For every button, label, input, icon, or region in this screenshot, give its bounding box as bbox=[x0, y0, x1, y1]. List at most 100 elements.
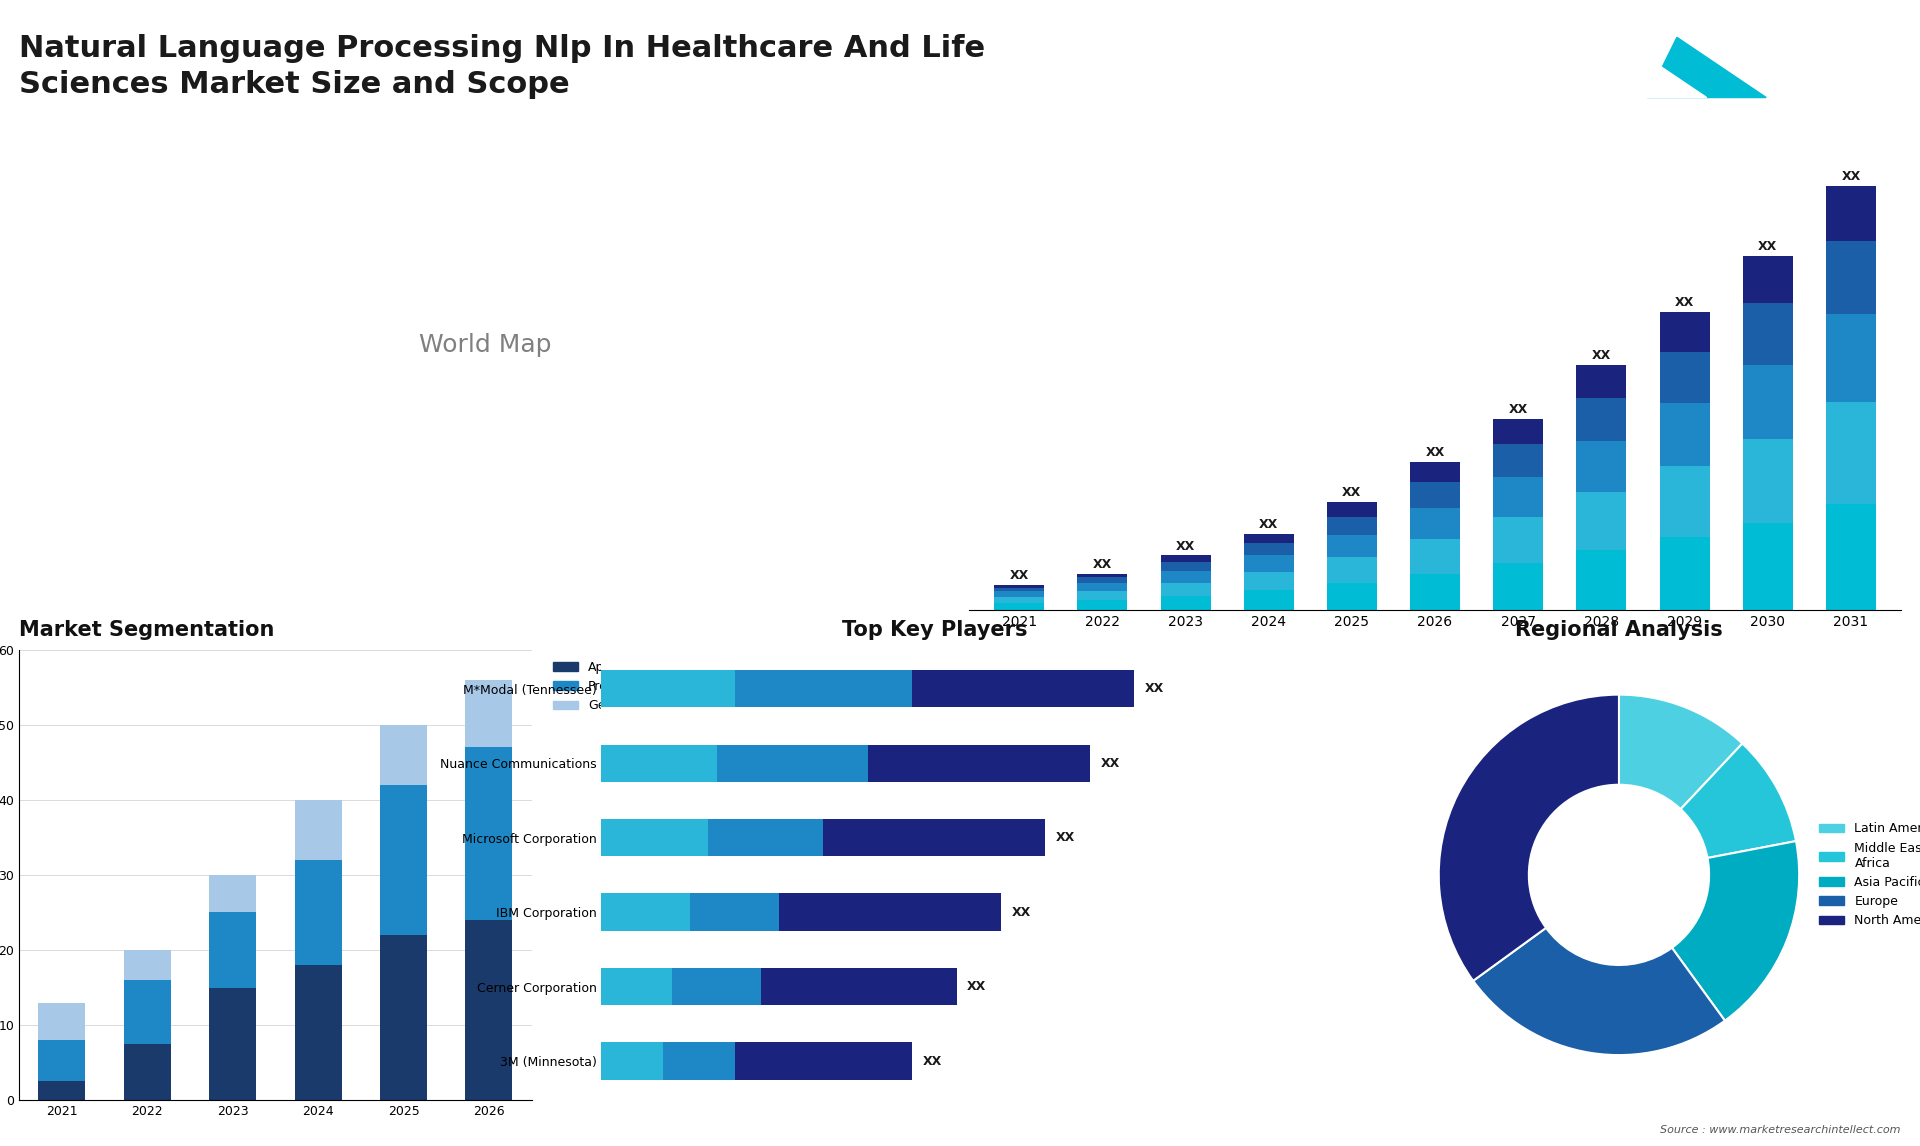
Bar bbox=[1160, 562, 1210, 571]
Wedge shape bbox=[1473, 928, 1724, 1055]
Bar bbox=[601, 894, 1000, 931]
Bar bbox=[1743, 439, 1793, 523]
Wedge shape bbox=[1619, 694, 1741, 809]
Bar bbox=[38, 1082, 84, 1100]
Bar bbox=[1659, 465, 1709, 537]
Text: XX: XX bbox=[1012, 905, 1031, 919]
Text: XX: XX bbox=[1509, 403, 1528, 416]
Bar bbox=[1494, 563, 1544, 611]
Legend: Application, Product, Geography: Application, Product, Geography bbox=[547, 656, 662, 717]
Bar bbox=[1327, 502, 1377, 517]
Text: XX: XX bbox=[1674, 296, 1693, 309]
Bar bbox=[1327, 582, 1377, 611]
Bar bbox=[995, 591, 1044, 597]
Bar bbox=[1826, 241, 1876, 314]
Bar bbox=[209, 912, 255, 988]
Bar bbox=[601, 1043, 912, 1080]
Bar bbox=[1244, 590, 1294, 611]
Bar bbox=[1409, 482, 1459, 508]
Bar bbox=[1826, 187, 1876, 241]
Text: XX: XX bbox=[1425, 446, 1444, 460]
Bar bbox=[1576, 441, 1626, 492]
Bar bbox=[1327, 535, 1377, 557]
Bar bbox=[601, 819, 824, 856]
Bar bbox=[1743, 366, 1793, 439]
Text: Market Segmentation: Market Segmentation bbox=[19, 620, 275, 639]
Bar bbox=[123, 1044, 171, 1100]
Text: World Map: World Map bbox=[419, 333, 551, 358]
Title: Regional Analysis: Regional Analysis bbox=[1515, 620, 1722, 639]
Bar bbox=[1826, 402, 1876, 504]
Bar bbox=[601, 894, 689, 931]
Text: XX: XX bbox=[924, 1054, 943, 1068]
Text: Source : www.marketresearchintellect.com: Source : www.marketresearchintellect.com bbox=[1661, 1124, 1901, 1135]
Bar bbox=[601, 968, 672, 1005]
Bar bbox=[601, 745, 868, 782]
Bar bbox=[380, 724, 426, 785]
Bar bbox=[1743, 256, 1793, 304]
Text: XX: XX bbox=[1342, 486, 1361, 500]
Bar bbox=[601, 894, 780, 931]
Bar bbox=[601, 819, 708, 856]
Bar bbox=[123, 980, 171, 1044]
Bar bbox=[601, 670, 735, 707]
Bar bbox=[1077, 578, 1127, 583]
Bar bbox=[465, 680, 513, 747]
Bar bbox=[601, 1043, 735, 1080]
Bar bbox=[1409, 508, 1459, 539]
Bar bbox=[38, 1041, 84, 1082]
Bar bbox=[209, 988, 255, 1100]
Bar bbox=[1077, 601, 1127, 611]
Bar bbox=[1494, 445, 1544, 477]
Text: XX: XX bbox=[1144, 682, 1164, 696]
Bar bbox=[38, 1003, 84, 1041]
Bar bbox=[1244, 556, 1294, 572]
Bar bbox=[601, 968, 760, 1005]
Bar bbox=[1826, 504, 1876, 611]
Bar bbox=[1409, 574, 1459, 611]
Text: XX: XX bbox=[1010, 568, 1029, 582]
Bar bbox=[1160, 556, 1210, 562]
Bar bbox=[995, 588, 1044, 591]
Bar bbox=[1494, 518, 1544, 563]
Bar bbox=[209, 874, 255, 912]
Bar bbox=[1494, 418, 1544, 445]
Text: RESEARCH: RESEARCH bbox=[1782, 71, 1851, 84]
Bar bbox=[1244, 572, 1294, 590]
Bar bbox=[465, 920, 513, 1100]
Text: XX: XX bbox=[968, 980, 987, 994]
Bar bbox=[995, 597, 1044, 603]
Legend: Latin America, Middle East &
Africa, Asia Pacific, Europe, North America: Latin America, Middle East & Africa, Asi… bbox=[1814, 817, 1920, 933]
Text: Natural Language Processing Nlp In Healthcare And Life
Sciences Market Size and : Natural Language Processing Nlp In Healt… bbox=[19, 34, 985, 100]
Bar bbox=[294, 965, 342, 1100]
Bar bbox=[294, 860, 342, 965]
Bar bbox=[601, 745, 716, 782]
Bar bbox=[601, 819, 1044, 856]
Bar bbox=[1160, 582, 1210, 596]
Bar bbox=[1244, 534, 1294, 543]
Bar bbox=[1077, 574, 1127, 578]
Polygon shape bbox=[1594, 38, 1707, 97]
Bar bbox=[601, 968, 956, 1005]
Bar bbox=[380, 785, 426, 935]
Text: XX: XX bbox=[1056, 831, 1075, 845]
Polygon shape bbox=[1647, 38, 1766, 97]
Bar bbox=[380, 935, 426, 1100]
Bar bbox=[1576, 492, 1626, 550]
Bar bbox=[1160, 571, 1210, 582]
Bar bbox=[294, 800, 342, 860]
Bar bbox=[601, 670, 912, 707]
Bar bbox=[601, 670, 1135, 707]
Bar bbox=[995, 603, 1044, 611]
Wedge shape bbox=[1672, 841, 1799, 1021]
Text: XX: XX bbox=[1592, 350, 1611, 362]
Title: Top Key Players: Top Key Players bbox=[841, 620, 1027, 639]
Bar bbox=[1743, 304, 1793, 366]
Bar bbox=[601, 1043, 664, 1080]
Circle shape bbox=[1551, 807, 1688, 943]
Text: XX: XX bbox=[1260, 518, 1279, 531]
Bar bbox=[1576, 366, 1626, 399]
Bar bbox=[1659, 537, 1709, 611]
Text: MARKET: MARKET bbox=[1782, 42, 1836, 56]
Text: XX: XX bbox=[1175, 540, 1194, 552]
